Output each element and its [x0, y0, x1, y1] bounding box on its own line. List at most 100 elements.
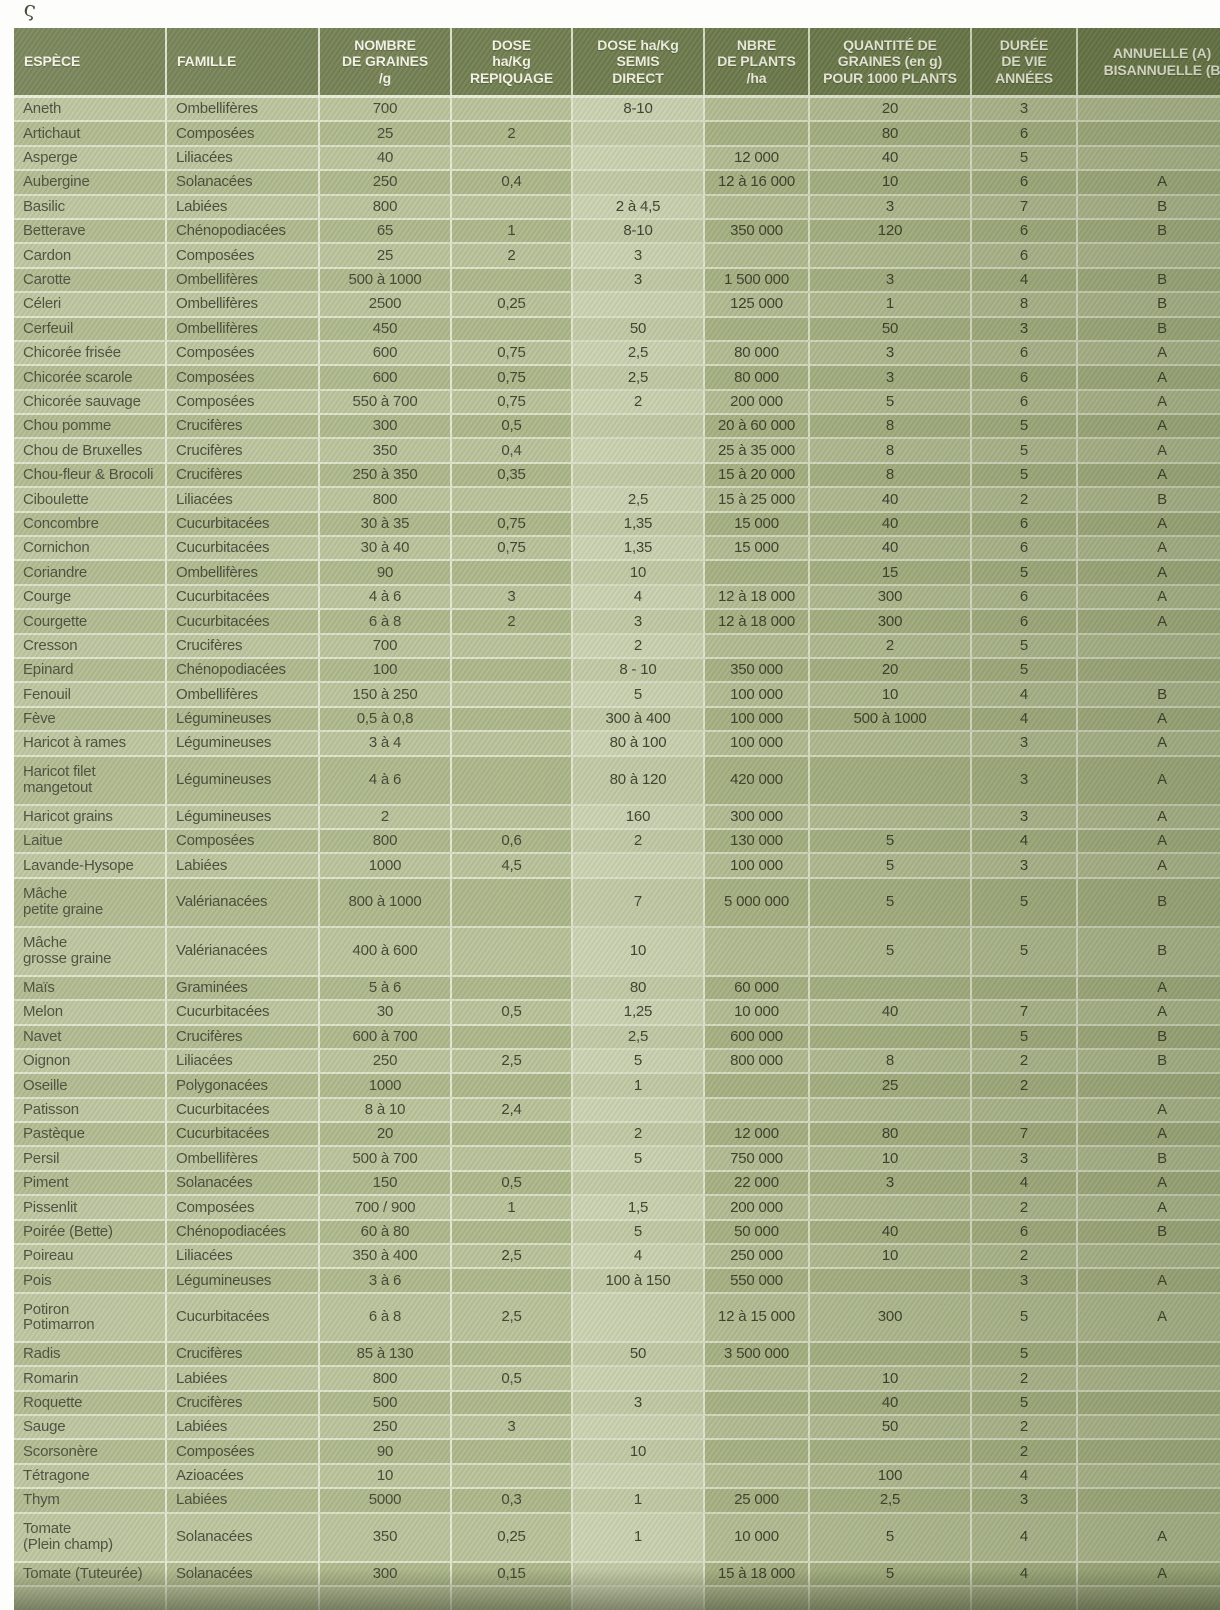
cell-quantite-de-graines-pour-1000-plants	[810, 1025, 972, 1048]
cell-espece: Fève	[14, 707, 167, 731]
cell-dose-ha-kg-repiquage: 0,4	[452, 439, 573, 462]
cell-duree-de-vie-annees: 2	[972, 488, 1078, 511]
cell-nombre-de-graines-g: 90	[320, 1440, 452, 1463]
cell-dose-ha-kg-repiquage: 0,6	[452, 829, 573, 853]
cell-nbre-de-plants-ha: 420 000	[705, 756, 810, 804]
cell-espece: Pois	[14, 1269, 167, 1292]
table-row: Oignon Liliacées 250 2,5 5 800 000 8 2 B	[14, 1049, 1220, 1075]
cell-famille: Composées	[167, 1196, 320, 1219]
cell-annuelle-bisannuelle	[1078, 147, 1220, 169]
cell-annuelle-bisannuelle: A	[1078, 1514, 1220, 1561]
table-row: Chicorée frisée Composées 600 0,75 2,5 80 000…	[14, 341, 1220, 367]
cell-dose-ha-kg-repiquage	[452, 268, 573, 292]
cell-duree-de-vie-annees: 4	[972, 683, 1078, 706]
cell-nbre-de-plants-ha: 5 000 000	[705, 878, 810, 926]
cell-duree-de-vie-annees: 4	[972, 1562, 1078, 1585]
column-header-dose-ha-kg-repiquage: DOSE ha/Kg REPIQUAGE	[452, 28, 573, 95]
cell-famille: Crucifères	[167, 1025, 320, 1048]
cell-espece: Pastèque	[14, 1123, 167, 1146]
cell-dose-ha-kg-semis-direct	[573, 293, 705, 316]
cell-nbre-de-plants-ha: 100 000	[705, 854, 810, 877]
cell-nombre-de-graines-g: 2500	[320, 293, 452, 316]
cell-espece: Cornichon	[14, 537, 167, 560]
cell-duree-de-vie-annees: 5	[972, 1342, 1078, 1366]
cell-annuelle-bisannuelle: B	[1078, 879, 1220, 926]
table-row: Lavande-Hysope Labiées 1000 4,5 100 000 5 3 A	[14, 854, 1220, 879]
cell-duree-de-vie-annees: 2	[972, 1196, 1078, 1219]
cell-nombre-de-graines-g: 20	[320, 1123, 452, 1146]
cell-espece: Romarin	[14, 1367, 167, 1390]
cell-nombre-de-graines-g: 30	[320, 1001, 452, 1024]
cell-annuelle-bisannuelle	[1078, 1074, 1220, 1096]
cell-famille: Composées	[167, 122, 320, 145]
cell-famille: Labiées	[167, 1415, 320, 1439]
cell-annuelle-bisannuelle: B	[1078, 928, 1220, 975]
column-header-line: DE PLANTS	[717, 53, 796, 70]
cell-dose-ha-kg-semis-direct: 1,5	[573, 1196, 705, 1219]
column-header-line: ANNÉES	[995, 69, 1053, 86]
cell-annuelle-bisannuelle	[1078, 244, 1220, 266]
cell-dose-ha-kg-repiquage	[452, 146, 573, 170]
cell-quantite-de-graines-pour-1000-plants: 300	[810, 610, 972, 633]
table-row: Asperge Liliacées 40 12 000 40 5	[14, 146, 1220, 172]
cell-espece: Sauge	[14, 1415, 167, 1439]
cell-duree-de-vie-annees: 6	[972, 341, 1078, 365]
cell-dose-ha-kg-repiquage: 2,4	[452, 1098, 573, 1122]
cell-quantite-de-graines-pour-1000-plants: 3	[810, 366, 972, 389]
cell-espece: Chicorée scarole	[14, 366, 167, 389]
cell-nombre-de-graines-g: 100	[320, 658, 452, 682]
cell-nbre-de-plants-ha: 200 000	[705, 390, 810, 414]
cell-espece: Haricot filet mangetout	[14, 756, 167, 804]
cell-espece: Piment	[14, 1171, 167, 1195]
cell-duree-de-vie-annees: 5	[972, 463, 1078, 487]
cell-dose-ha-kg-semis-direct	[573, 1562, 705, 1585]
cell-quantite-de-graines-pour-1000-plants: 10	[810, 1367, 972, 1390]
cell-nombre-de-graines-g: 600	[320, 366, 452, 389]
cell-annuelle-bisannuelle: A	[1078, 1001, 1220, 1023]
cell-espece: Poirée (Bette)	[14, 1220, 167, 1244]
cell-nbre-de-plants-ha: 60 000	[705, 976, 810, 1000]
cell-nbre-de-plants-ha: 12 à 18 000	[705, 610, 810, 633]
cell-espece: Céleri	[14, 293, 167, 316]
table-row: Epinard Chénopodiacées 100 8 - 10 350 000 20 5	[14, 658, 1220, 684]
cell-quantite-de-graines-pour-1000-plants: 25	[810, 1074, 972, 1097]
cell-nombre-de-graines-g: 250	[320, 1049, 452, 1073]
cell-dose-ha-kg-repiquage	[452, 1147, 573, 1170]
cell-nombre-de-graines-g: 700 / 900	[320, 1196, 452, 1219]
table-row: Ciboulette Liliacées 800 2,5 15 à 25 000 40 2 B	[14, 488, 1220, 513]
cell-dose-ha-kg-repiquage	[452, 1025, 573, 1048]
cell-dose-ha-kg-semis-direct	[573, 854, 705, 877]
cell-espece: Chicorée frisée	[14, 341, 167, 365]
cell-quantite-de-graines-pour-1000-plants: 3	[810, 195, 972, 218]
table-row: Sauge Labiées 250 3 50 2	[14, 1415, 1220, 1441]
column-header-nombre-de-graines-g: NOMBRE DE GRAINES/g	[320, 28, 452, 95]
cell-duree-de-vie-annees: 5	[972, 878, 1078, 926]
cell-famille: Ombellifères	[167, 561, 320, 584]
cell-espece: Ciboulette	[14, 488, 167, 511]
cell-dose-ha-kg-repiquage	[452, 732, 573, 755]
cell-quantite-de-graines-pour-1000-plants: 50	[810, 1415, 972, 1439]
cell-famille: Crucifères	[167, 463, 320, 487]
cell-duree-de-vie-annees: 5	[972, 1025, 1078, 1048]
cell-espece: Coriandre	[14, 561, 167, 584]
cell-dose-ha-kg-semis-direct: 100 à 150	[573, 1269, 705, 1292]
table-row: Oseille Polygonacées 1000 1 25 2	[14, 1074, 1220, 1099]
cell-annuelle-bisannuelle: B	[1078, 1221, 1220, 1243]
table-row: Pois Légumineuses 3 à 6 100 à 150 550 000 3 A	[14, 1269, 1220, 1294]
cell-nbre-de-plants-ha	[705, 98, 810, 121]
cell-dose-ha-kg-semis-direct: 2	[573, 1123, 705, 1146]
cell-nombre-de-graines-g: 3 à 4	[320, 732, 452, 755]
cell-nombre-de-graines-g: 65	[320, 219, 452, 243]
cell-nombre-de-graines-g: 450	[320, 317, 452, 340]
cell-dose-ha-kg-semis-direct: 4	[573, 585, 705, 609]
cell-dose-ha-kg-repiquage	[452, 1464, 573, 1488]
cell-espece: Poireau	[14, 1245, 167, 1268]
cell-famille: Cucurbitacées	[167, 610, 320, 633]
cell-quantite-de-graines-pour-1000-plants: 40	[810, 537, 972, 560]
table-row: Carotte Ombellifères 500 à 1000 3 1 500 000 3…	[14, 268, 1220, 294]
cell-nbre-de-plants-ha	[705, 244, 810, 267]
cell-annuelle-bisannuelle	[1078, 1416, 1220, 1438]
column-header-nbre-de-plants-ha: NBRE DE PLANTS/ha	[705, 28, 810, 95]
table-row: Concombre Cucurbitacées 30 à 35 0,75 1,35 15 …	[14, 512, 1220, 538]
cell-nombre-de-graines-g: 250 à 350	[320, 463, 452, 487]
